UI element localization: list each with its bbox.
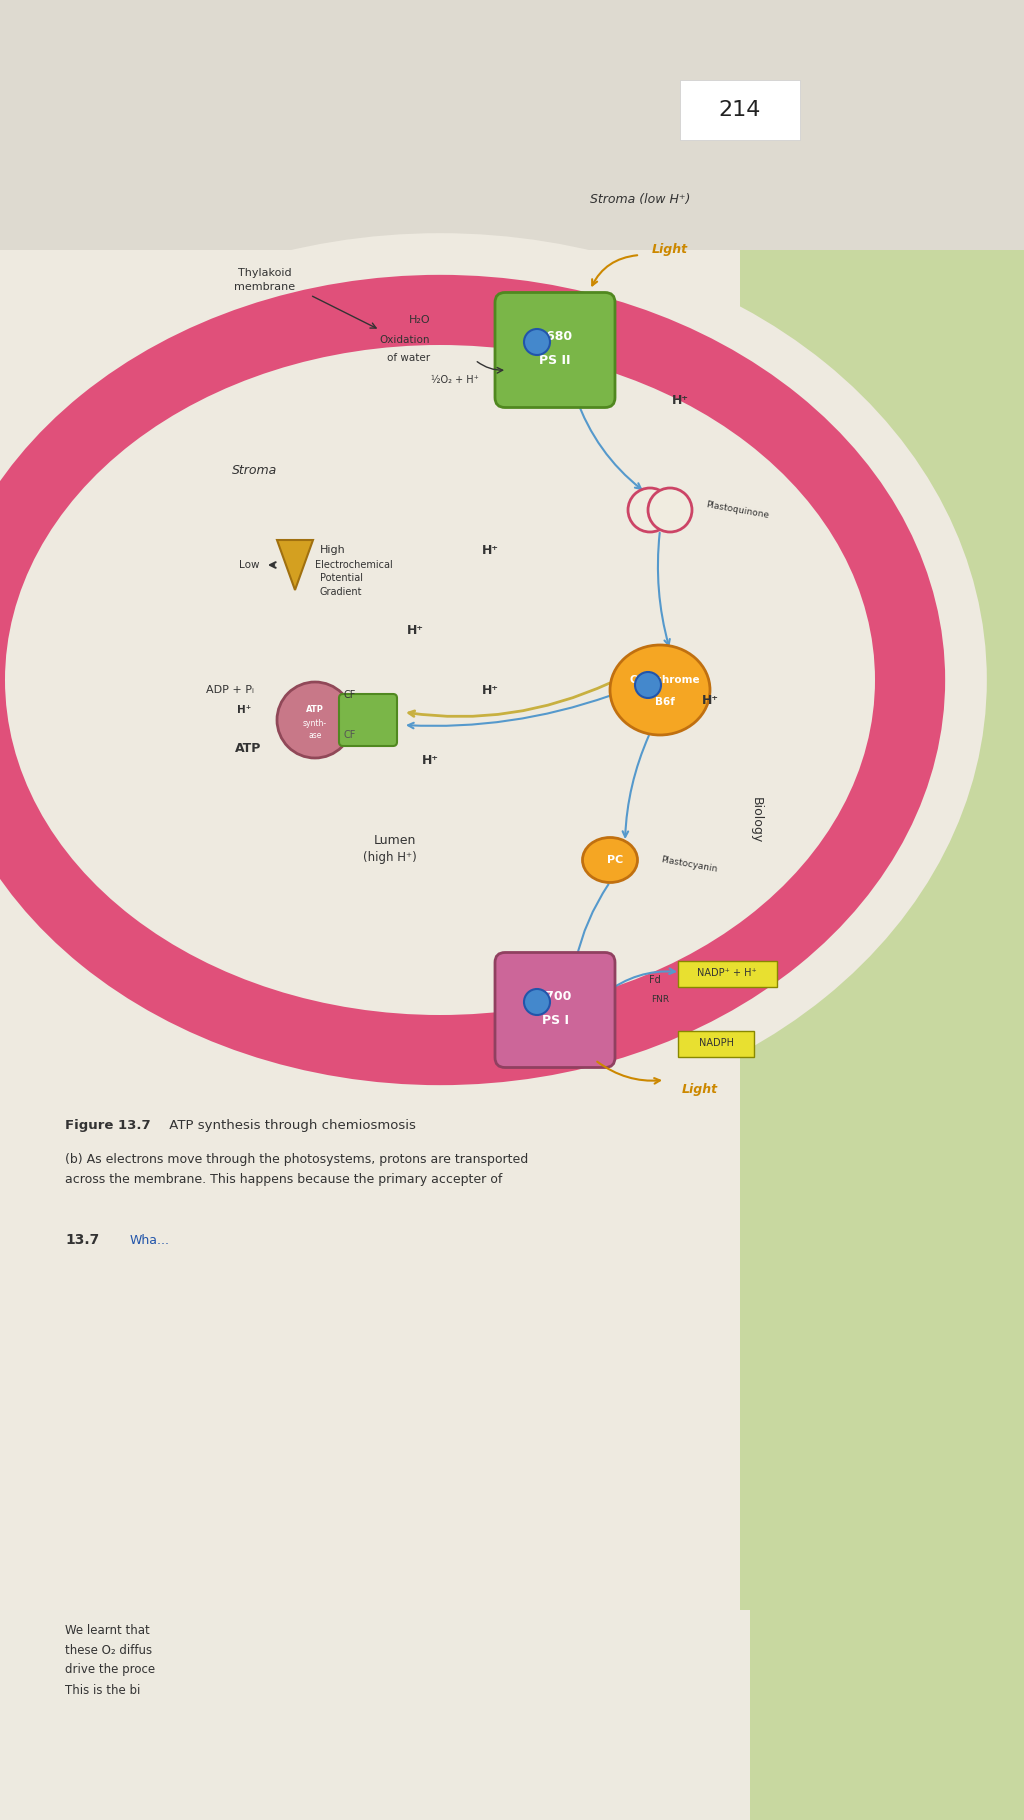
Text: B6f: B6f [655, 697, 675, 706]
Text: drive the proce: drive the proce [65, 1663, 155, 1676]
Text: P680: P680 [538, 329, 572, 342]
Bar [750, 1611, 1024, 1820]
Text: Fd: Fd [649, 976, 660, 985]
Text: Thylakoid
membrane: Thylakoid membrane [234, 268, 296, 291]
Text: Biology: Biology [750, 797, 763, 843]
Text: Low: Low [240, 561, 260, 570]
Text: High: High [319, 544, 346, 555]
Text: P700: P700 [538, 990, 572, 1003]
Text: FNR: FNR [651, 996, 669, 1005]
Text: Cytochrome: Cytochrome [630, 675, 700, 684]
Circle shape [524, 329, 550, 355]
Bar [680, 80, 800, 140]
Text: This is the bi: This is the bi [65, 1684, 140, 1696]
Text: ½O₂ + H⁺: ½O₂ + H⁺ [431, 375, 479, 386]
Text: Stroma: Stroma [232, 464, 278, 477]
Text: 13.7: 13.7 [65, 1232, 99, 1247]
Bar [740, 249, 1024, 1620]
Text: PS II: PS II [540, 353, 570, 366]
Text: PS I: PS I [542, 1014, 568, 1026]
Bar [0, 0, 1024, 269]
Text: Potential: Potential [319, 573, 362, 582]
Circle shape [524, 988, 550, 1016]
Text: Figure 13.7: Figure 13.7 [65, 1119, 151, 1132]
Text: 214: 214 [719, 100, 761, 120]
Ellipse shape [5, 346, 874, 1016]
Text: (high H⁺): (high H⁺) [364, 850, 417, 863]
Text: NADP⁺ + H⁺: NADP⁺ + H⁺ [697, 968, 757, 977]
FancyBboxPatch shape [678, 1030, 754, 1057]
Text: H⁺: H⁺ [407, 624, 424, 637]
Text: Oxidation: Oxidation [380, 335, 430, 346]
Text: H⁺: H⁺ [481, 684, 499, 697]
Text: H⁺: H⁺ [672, 393, 688, 406]
Text: H⁺: H⁺ [422, 753, 438, 766]
Text: H⁺: H⁺ [237, 704, 251, 715]
Text: (b) As electrons move through the photosystems, protons are transported: (b) As electrons move through the photos… [65, 1154, 528, 1167]
Text: CF: CF [344, 730, 356, 741]
Text: Plastocyanin: Plastocyanin [660, 855, 718, 874]
Text: H⁺: H⁺ [481, 544, 499, 557]
Text: CF: CF [344, 690, 356, 701]
Text: ase: ase [308, 732, 322, 741]
Circle shape [628, 488, 672, 531]
Text: synth-: synth- [303, 719, 327, 728]
Text: H₂O: H₂O [409, 315, 430, 326]
Text: PC: PC [607, 855, 624, 864]
Text: across the membrane. This happens because the primary accepter of: across the membrane. This happens becaus… [65, 1174, 503, 1187]
Bar [0, 249, 740, 1620]
Text: ATP: ATP [234, 741, 261, 755]
FancyBboxPatch shape [339, 693, 397, 746]
Text: Plastoquinone: Plastoquinone [705, 501, 770, 521]
FancyBboxPatch shape [678, 961, 777, 986]
Text: H⁺: H⁺ [701, 693, 719, 706]
Polygon shape [278, 541, 313, 590]
Text: Gradient: Gradient [319, 588, 362, 597]
Text: ADP + Pᵢ: ADP + Pᵢ [206, 684, 254, 695]
Text: of water: of water [387, 353, 430, 362]
FancyBboxPatch shape [495, 293, 615, 408]
Text: Light: Light [682, 1083, 718, 1096]
Text: We learnt that: We learnt that [65, 1623, 150, 1636]
Circle shape [648, 488, 692, 531]
Text: Wha...: Wha... [130, 1234, 170, 1247]
Text: these O₂ diffus: these O₂ diffus [65, 1643, 153, 1656]
Text: NADPH: NADPH [698, 1037, 733, 1048]
Text: Light: Light [652, 244, 688, 257]
Bar [0, 1611, 750, 1820]
Circle shape [635, 672, 662, 699]
Ellipse shape [610, 644, 710, 735]
Text: ATP: ATP [306, 706, 324, 715]
Circle shape [278, 682, 353, 757]
Text: Stroma (low H⁺): Stroma (low H⁺) [590, 193, 690, 206]
Text: Lumen: Lumen [374, 834, 416, 846]
Ellipse shape [583, 837, 638, 883]
Text: ATP synthesis through chemiosmosis: ATP synthesis through chemiosmosis [165, 1119, 416, 1132]
Text: Electrochemical: Electrochemical [315, 561, 393, 570]
FancyBboxPatch shape [495, 952, 615, 1068]
